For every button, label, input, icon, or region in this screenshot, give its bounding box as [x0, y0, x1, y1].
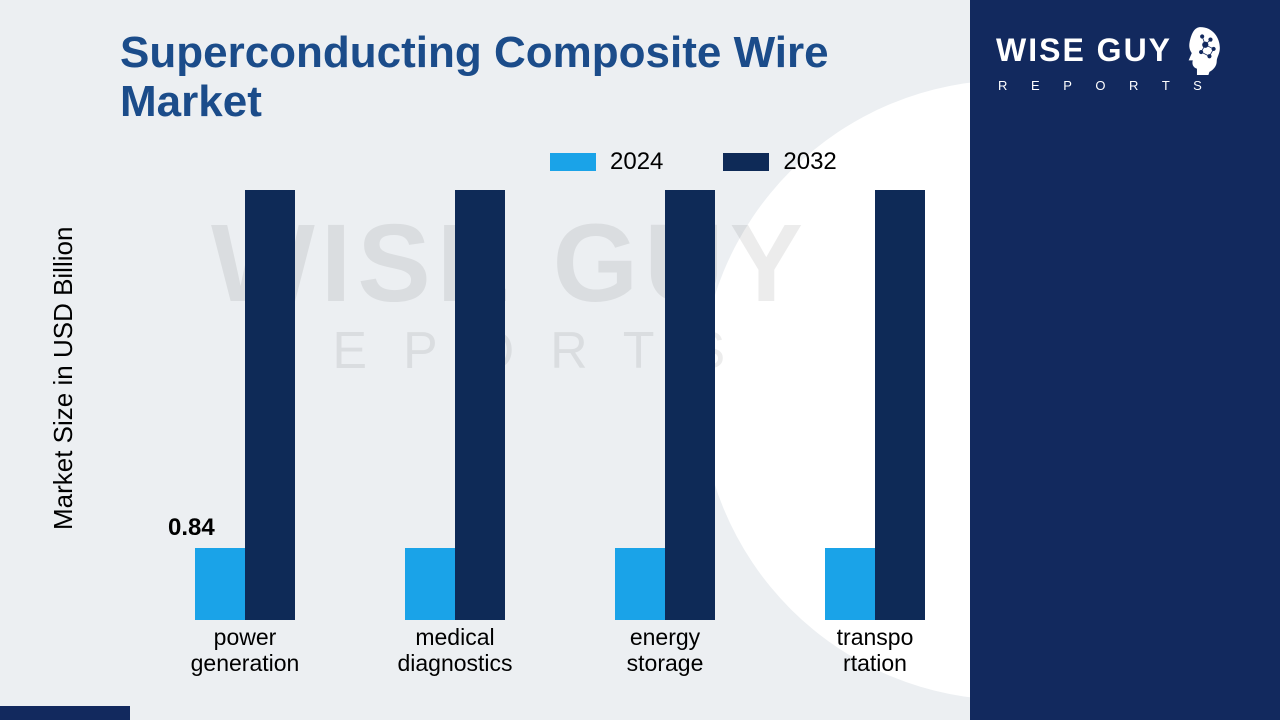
y-axis-label: Market Size in USD Billion — [48, 227, 79, 530]
legend-label-2024: 2024 — [610, 148, 663, 176]
x-category-label: powergeneration — [170, 624, 320, 677]
bar-group — [810, 190, 940, 620]
brand-logo: WISE GUY R E P O R T S — [996, 24, 1250, 93]
legend: 2024 2032 — [550, 148, 837, 176]
bottom-accent-bar — [0, 706, 130, 720]
legend-item-2032: 2032 — [723, 148, 836, 176]
bar-group — [600, 190, 730, 620]
chart-canvas: WISE GUY R E P O R T S Superconducting C… — [0, 0, 1280, 720]
legend-swatch-2032 — [723, 153, 769, 171]
x-category-label: energystorage — [590, 624, 740, 677]
bar-2024 — [405, 548, 455, 620]
logo-main-row: WISE GUY — [996, 24, 1250, 76]
plot-area — [140, 190, 960, 620]
bar-value-label: 0.84 — [168, 514, 215, 542]
bar-group — [180, 190, 310, 620]
bar-2032 — [245, 190, 295, 620]
x-category-label: transportation — [800, 624, 950, 677]
bar-2024 — [615, 548, 665, 620]
legend-label-2032: 2032 — [783, 148, 836, 176]
bar-2024 — [825, 548, 875, 620]
logo-sub-text: R E P O R T S — [998, 78, 1250, 93]
bar-2024 — [195, 548, 245, 620]
bar-2032 — [455, 190, 505, 620]
bar-2032 — [875, 190, 925, 620]
logo-main-text: WISE GUY — [996, 34, 1172, 66]
right-sidebar — [970, 0, 1280, 720]
bar-group — [390, 190, 520, 620]
legend-item-2024: 2024 — [550, 148, 663, 176]
x-category-label: medicaldiagnostics — [380, 624, 530, 677]
bar-2032 — [665, 190, 715, 620]
legend-swatch-2024 — [550, 153, 596, 171]
chart-title: Superconducting Composite Wire Market — [120, 28, 840, 127]
head-icon — [1172, 24, 1224, 76]
